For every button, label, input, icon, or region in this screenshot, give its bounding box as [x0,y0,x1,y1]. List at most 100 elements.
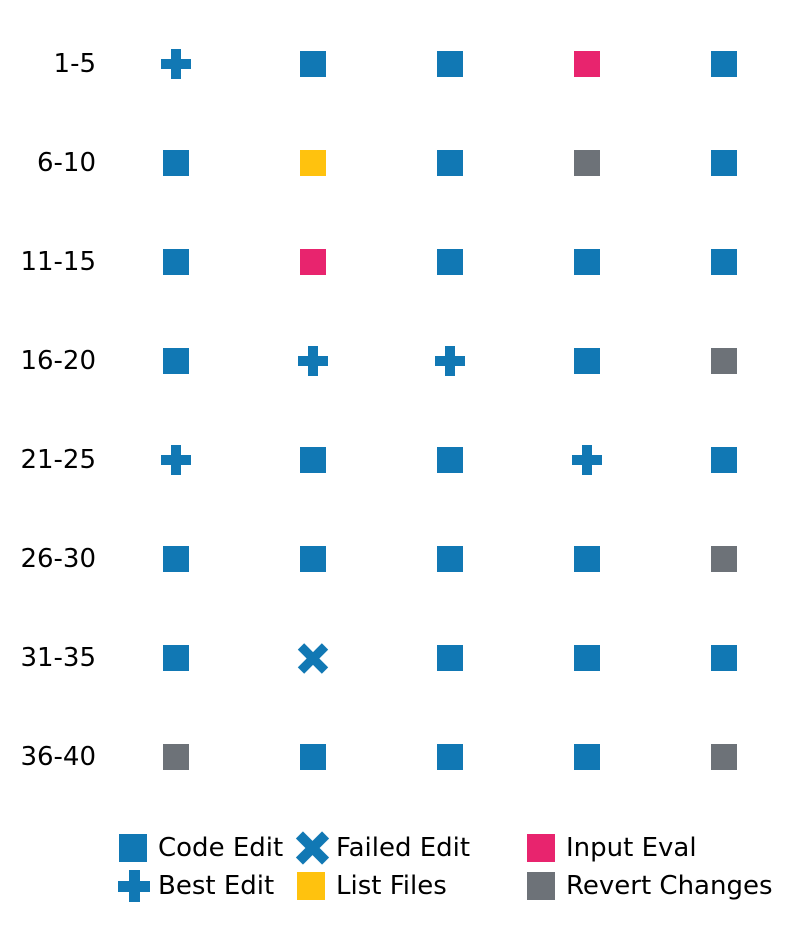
grid-cell-code-edit [567,638,607,678]
marker-plus-best-edit [161,445,191,475]
row-label: 16-20 [20,346,96,376]
grid-cell-code-edit [430,737,470,777]
grid-row: 16-20 [0,341,809,381]
marker-square-code-edit [163,645,189,671]
grid-cell-best-edit [156,44,196,84]
marker-square-code-edit [437,51,463,77]
grid-cell-code-edit [704,440,744,480]
marker-square-code-edit [437,546,463,572]
marker-square-code-edit [574,546,600,572]
grid-cell-code-edit [430,539,470,579]
grid-cell-list-files [293,143,333,183]
legend-label: Input Eval [566,833,697,863]
marker-x-failed-edit [297,642,329,674]
grid-cell-best-edit [293,341,333,381]
grid-cell-best-edit [567,440,607,480]
marker-square-code-edit [437,744,463,770]
marker-square-code-edit [574,744,600,770]
marker-square-code-edit [574,348,600,374]
grid-cell-code-edit [156,242,196,282]
legend-marker-square-icon [296,866,328,906]
row-label: 31-35 [20,643,96,673]
grid-cell-revert-changes [704,539,744,579]
grid-cell-code-edit [430,44,470,84]
grid-row: 21-25 [0,440,809,480]
marker-plus-best-edit [435,346,465,376]
grid-row: 6-10 [0,143,809,183]
legend-label: Revert Changes [566,871,773,901]
grid-cell-code-edit [704,44,744,84]
marker-square-code-edit [711,645,737,671]
marker-square-code-edit [163,348,189,374]
marker-square-code-edit [300,51,326,77]
marker-square-input-eval [300,249,326,275]
grid-cell-code-edit [293,440,333,480]
legend-marker-square-icon [526,866,558,906]
grid-cell-best-edit [156,440,196,480]
grid-row: 11-15 [0,242,809,282]
grid-cell-best-edit [430,341,470,381]
grid-cell-code-edit [430,143,470,183]
row-label: 21-25 [20,445,96,475]
marker-square-code-edit [711,51,737,77]
grid-cell-code-edit [704,638,744,678]
legend-marker-x-icon [295,828,329,868]
grid-cell-code-edit [156,638,196,678]
grid-row: 26-30 [0,539,809,579]
marker-square-code-edit [711,249,737,275]
grid-cell-code-edit [704,143,744,183]
grid-cell-failed-edit [293,638,333,678]
legend-marker-plus-icon [118,866,150,906]
marker-square-code-edit [574,249,600,275]
grid-cell-code-edit [430,242,470,282]
grid-row: 31-35 [0,638,809,678]
marker-square-code-edit [711,150,737,176]
marker-plus-best-edit [161,49,191,79]
marker-square-revert-changes [711,546,737,572]
marker-square-revert-changes [574,150,600,176]
grid-cell-code-edit [567,737,607,777]
grid-cell-code-edit [567,341,607,381]
marker-plus-best-edit [298,346,328,376]
marker-square-code-edit [437,645,463,671]
marker-square-code-edit [163,150,189,176]
chart-legend: Code Edit Failed Edit Input Eval Best Edit L… [0,828,809,938]
marker-square-code-edit [300,744,326,770]
marker-grid: 1-5 6-10 11-15 16-20 21-25 26-30 31-35 36-40 [0,44,809,777]
marker-square-code-edit [437,150,463,176]
legend-label: Code Edit [158,833,284,863]
marker-square-list-files [300,150,326,176]
grid-cell-code-edit [430,440,470,480]
marker-square-revert-changes [163,744,189,770]
grid-cell-code-edit [567,539,607,579]
legend-label: Failed Edit [336,833,471,863]
grid-cell-code-edit [293,539,333,579]
marker-square-code-edit [437,447,463,473]
grid-cell-code-edit [156,341,196,381]
grid-row: 36-40 [0,737,809,777]
row-label: 1-5 [53,49,96,79]
marker-square-code-edit [711,447,737,473]
row-label: 26-30 [20,544,96,574]
marker-square-revert-changes [711,348,737,374]
grid-cell-input-eval [567,44,607,84]
marker-square-code-edit [574,645,600,671]
legend-marker-square-icon [526,828,558,868]
grid-cell-code-edit [567,242,607,282]
marker-square-code-edit [300,546,326,572]
marker-square-code-edit [300,447,326,473]
marker-square-code-edit [163,546,189,572]
grid-cell-code-edit [156,539,196,579]
grid-cell-code-edit [156,143,196,183]
grid-cell-revert-changes [567,143,607,183]
legend-label: Best Edit [158,871,275,901]
row-label: 6-10 [36,148,96,178]
grid-cell-code-edit [293,737,333,777]
legend-marker-square-icon [118,828,150,868]
grid-cell-code-edit [430,638,470,678]
grid-cell-code-edit [293,44,333,84]
marker-plus-best-edit [572,445,602,475]
row-label: 11-15 [20,247,96,277]
grid-cell-input-eval [293,242,333,282]
